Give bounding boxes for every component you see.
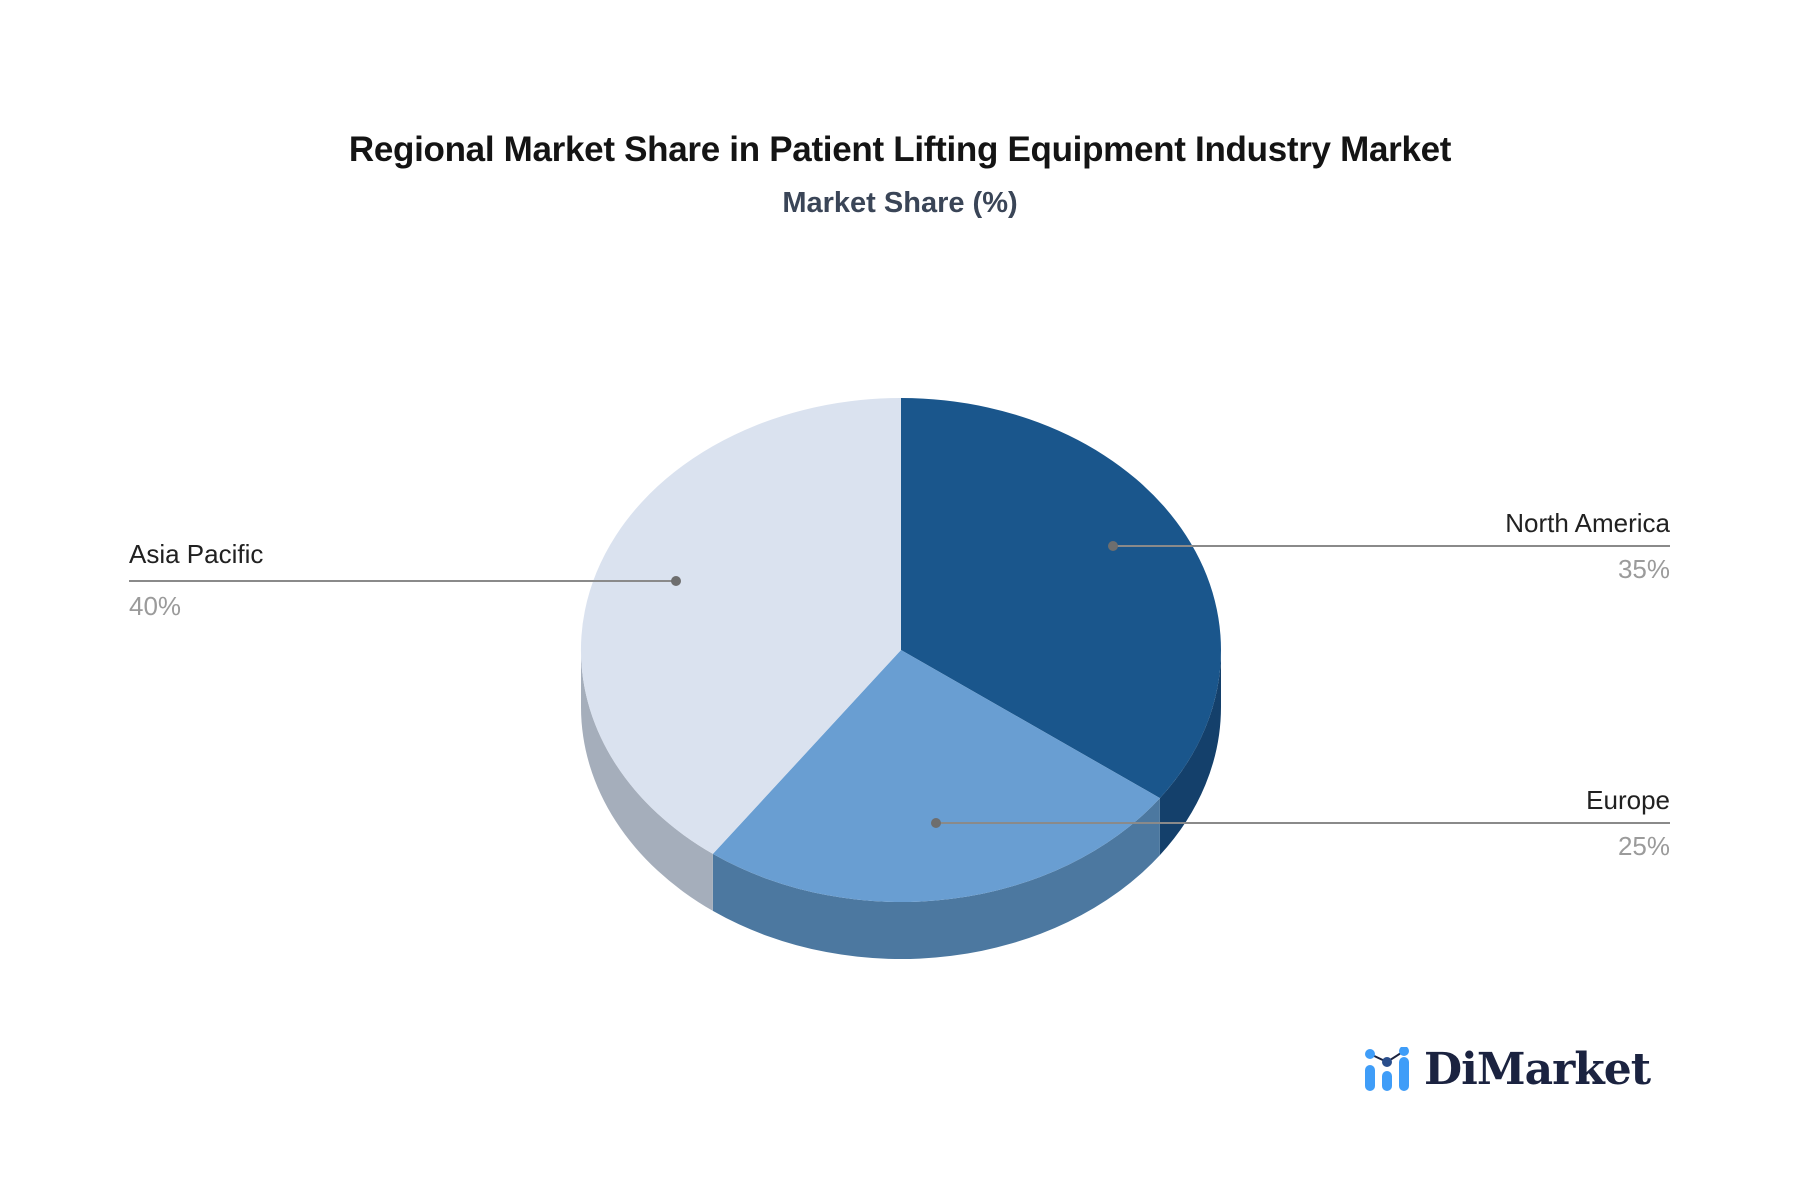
pie-label-percent: 35% <box>1617 554 1670 584</box>
chart-subtitle: Market Share (%) <box>782 187 1018 219</box>
label-connector-line <box>936 822 1670 824</box>
label-connector-dot <box>671 576 681 586</box>
label-connector-dot <box>931 818 941 828</box>
logo-text: DiMarket <box>1424 1044 1651 1095</box>
dimarket-logo: DiMarket <box>1363 1042 1651 1098</box>
pie-slice-asia-pacific[interactable] <box>580 398 901 854</box>
pie-label-name: Asia Pacific <box>129 539 264 569</box>
pie-slice-side-north-america[interactable] <box>1159 650 1221 856</box>
pie-slice-side-europe[interactable] <box>712 798 1160 960</box>
pie-slice-north-america[interactable] <box>901 398 1221 799</box>
chart-title: Regional Market Share in Patient Lifting… <box>348 130 1452 169</box>
pie-slice-europe[interactable] <box>712 650 1160 903</box>
pie-label-name: North America <box>1505 508 1670 538</box>
pie-label-percent: 40% <box>129 591 182 621</box>
label-connector-line <box>129 580 676 582</box>
label-connector-line <box>1113 545 1670 547</box>
pie-label-percent: 25% <box>1617 831 1670 861</box>
pie-slice-side-asia-pacific[interactable] <box>581 650 713 911</box>
label-connector-dot <box>1108 541 1118 551</box>
bar-chart-logo-icon <box>1365 1047 1409 1091</box>
pie-label-name: Europe <box>1586 785 1670 815</box>
